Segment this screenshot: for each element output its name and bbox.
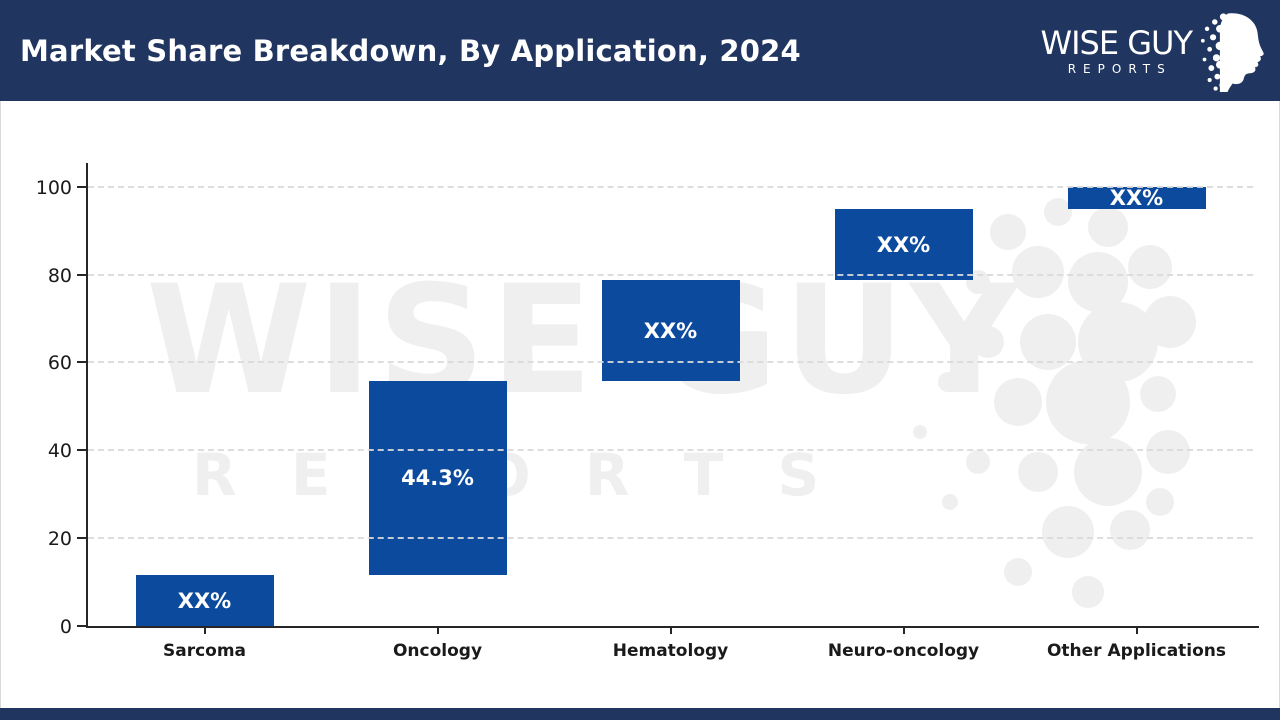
x-tick [1135,626,1138,634]
x-tick [203,626,206,634]
watermark-subtext: R E P O R T S [192,441,837,509]
y-tick-label: 100 [35,176,72,199]
y-tick-label: 60 [47,352,72,375]
x-category-label: Oncology [392,641,483,661]
bar-value-label: 44.3% [401,466,474,491]
y-tick-label: 20 [47,528,72,551]
bar-other-applications: XX% [1067,185,1206,210]
logo-name: WISE GUY [1040,23,1193,62]
y-gridline [88,537,1253,540]
x-category-label: Hematology [612,641,729,661]
logo-wordmark: WISE GUY REPORTS [1040,23,1193,77]
y-gridline [88,449,1253,452]
bar-value-label: XX% [643,318,698,343]
bar-oncology: 44.3% [368,380,507,576]
x-tick [436,626,439,634]
plot-area: XX% 44.3% XX% XX% XX% 0 20 40 60 80 100 Sarcoma Onc… [36,163,1259,661]
y-tick [77,361,86,364]
page-title: Market Share Breakdown, By Application, … [20,33,801,68]
bar-neuro-oncology: XX% [834,208,973,281]
x-category-label: Other Applications [1046,641,1227,661]
bar-value-label: XX% [177,588,232,613]
y-tick-label: 0 [59,616,72,638]
y-axis-line [86,163,88,626]
y-tick-label: 40 [47,440,72,463]
bar-value-label: XX% [876,232,931,257]
x-axis-line [86,626,1259,628]
figure-border-left [0,101,1,720]
bar-sarcoma: XX% [135,575,274,626]
watermark-head-icon [913,198,1196,608]
bar-hematology: XX% [601,280,740,381]
y-tick [77,449,86,452]
y-tick [77,625,86,627]
x-category-label: Sarcoma [162,641,247,661]
y-gridline [88,273,1253,276]
brand-logo: WISE GUY REPORTS [1040,10,1268,92]
y-gridline [88,361,1253,364]
x-tick [902,626,905,634]
logo-subtext: REPORTS [1067,62,1172,77]
x-category-label: Neuro-oncology [827,641,980,661]
header-bar: Market Share Breakdown, By Application, … [0,0,1280,101]
y-tick [77,185,86,188]
watermark-text: WISE GUY [146,254,1024,428]
bar-value-label: XX% [1109,185,1164,210]
y-tick [77,273,86,276]
x-tick [669,626,672,634]
logo-head-icon [1200,13,1264,92]
footer-bar [0,708,1280,720]
y-gridline [88,185,1253,188]
y-tick [77,537,86,540]
y-tick-label: 80 [47,264,72,287]
